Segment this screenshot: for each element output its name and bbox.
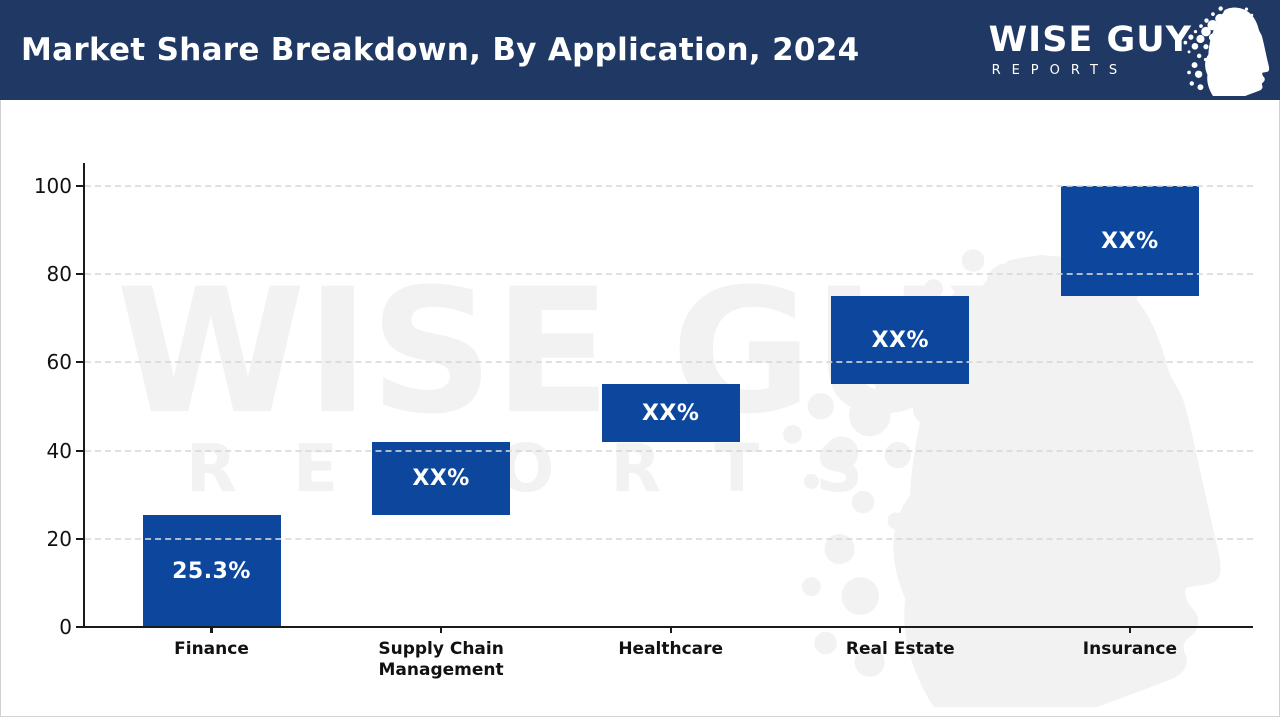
x-tick-mark: [1128, 627, 1131, 633]
bar-value-label: XX%: [412, 466, 470, 492]
y-tick-mark: [76, 273, 84, 276]
y-tick-label: 100: [33, 174, 72, 198]
bar-value-label: XX%: [641, 400, 700, 426]
y-tick-mark: [76, 184, 84, 188]
bar-value-label: XX%: [1101, 228, 1159, 254]
bar-supply-chain-management: XX%: [372, 441, 511, 516]
wiseguy-head-icon: [1183, 6, 1270, 96]
gridline-y60: [85, 361, 1253, 364]
bar-healthcare: XX%: [601, 384, 740, 442]
gridline-y20: [85, 537, 1253, 540]
y-axis-spine: [83, 163, 86, 627]
y-tick-mark: [76, 537, 84, 540]
bar-insurance: XX%: [1060, 186, 1199, 297]
x-axis-spine: [83, 625, 1253, 628]
x-tick-mark: [210, 627, 213, 633]
y-tick-mark: [76, 361, 84, 364]
logo-name: WISE GUY: [988, 19, 1192, 60]
y-tick-label: 80: [46, 262, 72, 287]
page-title: Market Share Breakdown, By Application, …: [21, 32, 860, 68]
y-tick-label: 0: [59, 615, 72, 639]
y-tick-mark: [76, 625, 84, 629]
gridline-y40: [85, 449, 1253, 452]
x-category-label: Real Estate: [845, 639, 955, 659]
y-tick-label: 40: [46, 438, 72, 463]
x-category-label: Supply Chain Management: [378, 639, 504, 681]
x-tick-mark: [899, 627, 902, 633]
wiseguy-logo: WISE GUY REPORTS: [989, 4, 1270, 96]
y-tick-label: 60: [46, 350, 72, 375]
bar-finance: 25.3%: [142, 515, 281, 627]
bar-value-label: XX%: [871, 327, 930, 353]
x-category-label: Healthcare: [618, 639, 724, 659]
gridline-y100: [85, 185, 1253, 187]
bar-value-label: 25.3%: [172, 558, 251, 584]
gridline-y80: [85, 273, 1253, 276]
watermark-text-line2: REPORTS: [186, 430, 919, 507]
logo-sub: REPORTS: [991, 62, 1129, 78]
x-tick-mark: [440, 627, 443, 633]
header: Market Share Breakdown, By Application, …: [0, 0, 1280, 100]
y-tick-label: 20: [46, 526, 72, 551]
x-category-label: Finance: [174, 639, 249, 659]
x-tick-mark: [669, 627, 672, 633]
logo-text: WISE GUY REPORTS: [988, 19, 1192, 78]
x-category-label: Insurance: [1082, 639, 1177, 659]
y-tick-mark: [76, 449, 84, 452]
bar-real-estate: XX%: [831, 296, 970, 385]
